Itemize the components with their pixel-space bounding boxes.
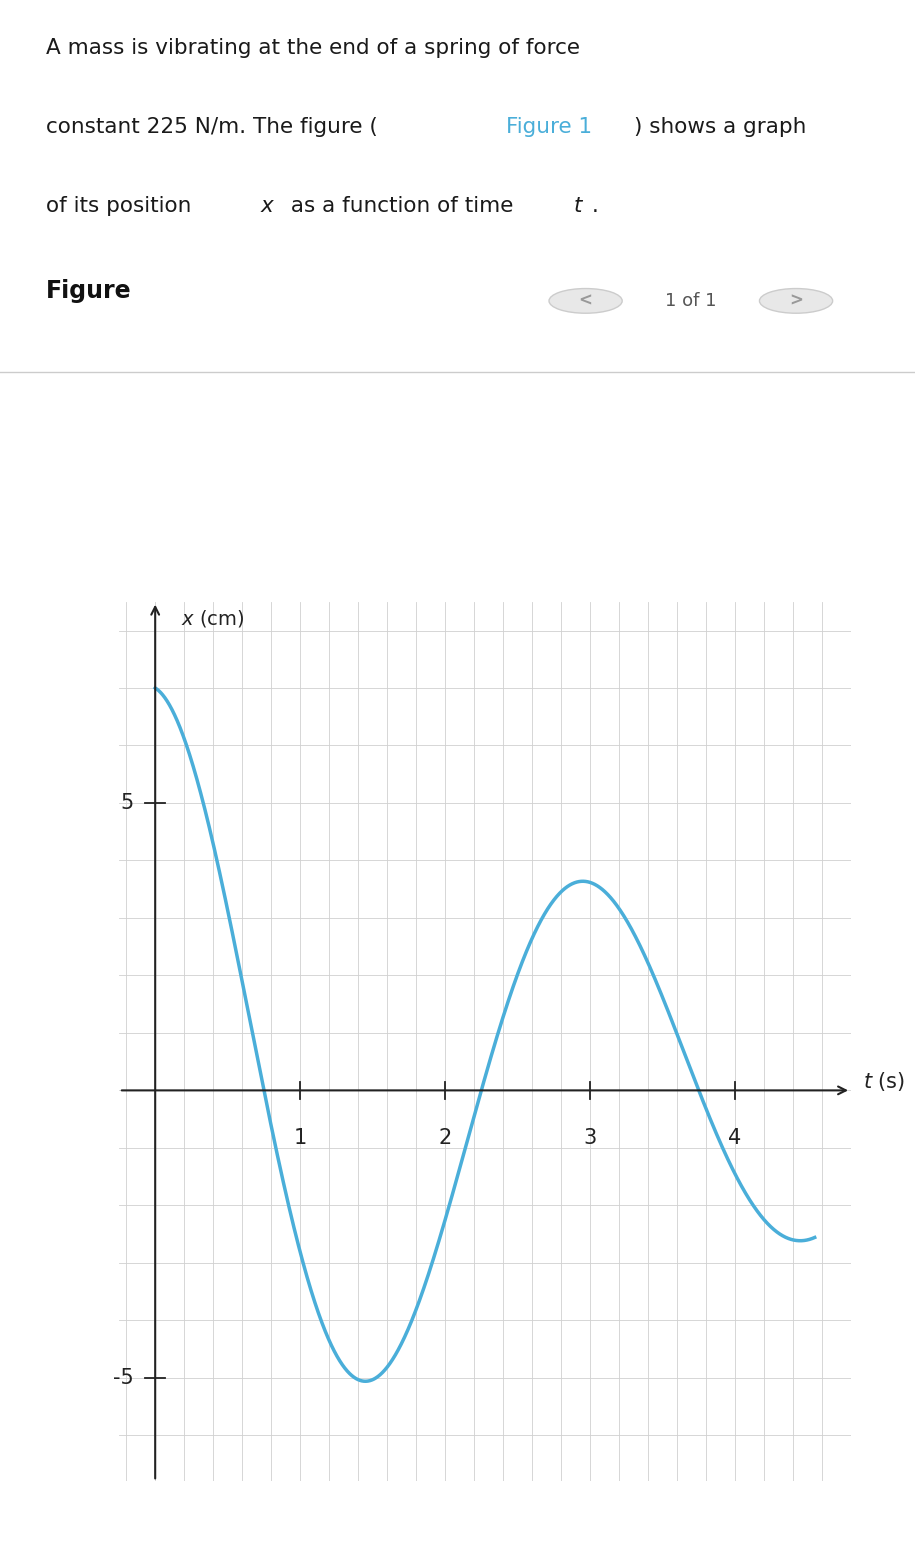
Text: 4: 4: [728, 1128, 742, 1148]
Text: 2: 2: [438, 1128, 452, 1148]
Text: <: <: [578, 292, 593, 310]
Text: constant 225 N/m. The figure (: constant 225 N/m. The figure (: [46, 117, 378, 137]
Text: $\it{x}$ (cm): $\it{x}$ (cm): [181, 608, 245, 628]
Circle shape: [759, 289, 833, 313]
Text: -5: -5: [113, 1367, 134, 1387]
Circle shape: [549, 289, 622, 313]
Text: as a function of time: as a function of time: [284, 196, 520, 216]
Text: $\it{t}$ (s): $\it{t}$ (s): [863, 1071, 905, 1094]
Text: t: t: [574, 196, 582, 216]
Text: A mass is vibrating at the end of a spring of force: A mass is vibrating at the end of a spri…: [46, 39, 580, 59]
Text: 1 of 1: 1 of 1: [665, 292, 716, 310]
Text: .: .: [592, 196, 599, 216]
Text: of its position: of its position: [46, 196, 198, 216]
Text: Figure: Figure: [46, 279, 132, 304]
Text: >: >: [789, 292, 803, 310]
Text: ) shows a graph: ) shows a graph: [634, 117, 806, 137]
Text: Figure 1: Figure 1: [506, 117, 592, 137]
Text: 5: 5: [120, 793, 134, 813]
Text: 1: 1: [294, 1128, 307, 1148]
Text: x: x: [261, 196, 274, 216]
Text: 3: 3: [584, 1128, 597, 1148]
